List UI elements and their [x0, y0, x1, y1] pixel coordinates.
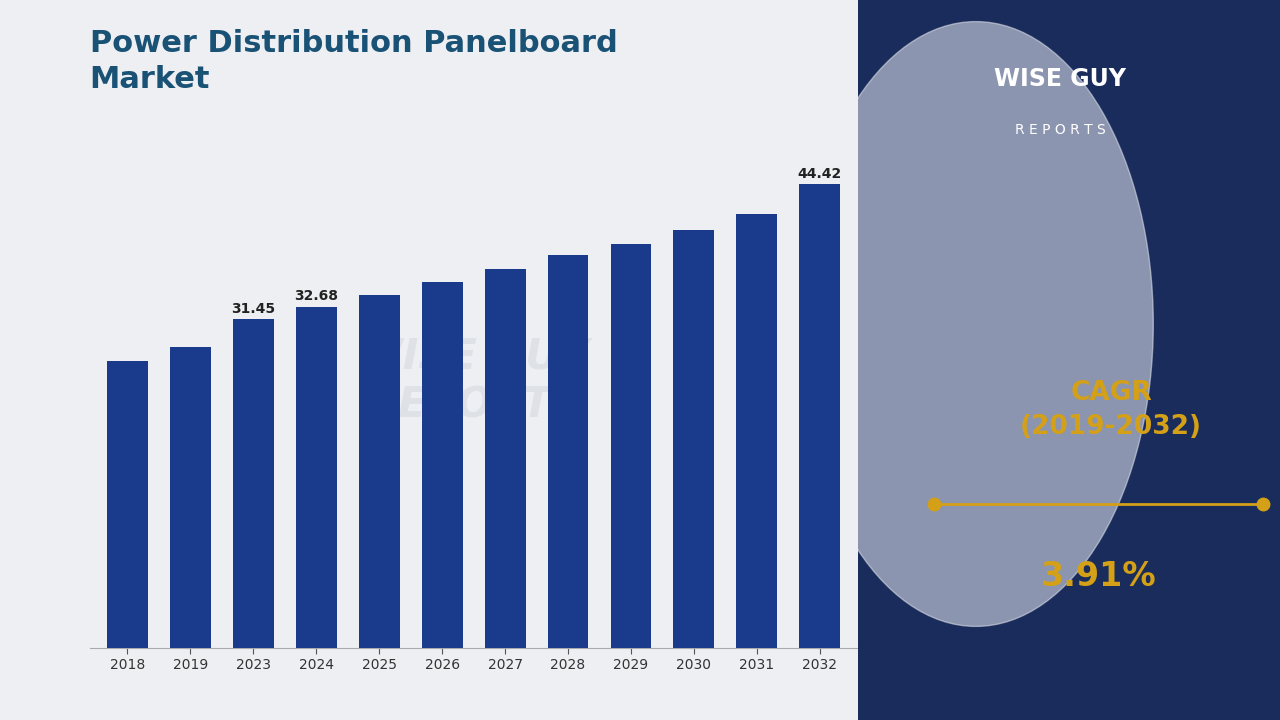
- Bar: [358, 295, 399, 648]
- Text: 32.68: 32.68: [294, 289, 338, 303]
- Text: R E P O R T S: R E P O R T S: [1015, 122, 1106, 137]
- Text: 44.42: 44.42: [797, 167, 842, 181]
- Circle shape: [799, 22, 1153, 626]
- Bar: [233, 320, 274, 648]
- Bar: [485, 269, 526, 648]
- Text: WISE GUY
REPORTS: WISE GUY REPORTS: [357, 336, 590, 427]
- Bar: [108, 361, 147, 648]
- Text: WISE GUY: WISE GUY: [995, 67, 1126, 91]
- Bar: [296, 307, 337, 648]
- Text: CAGR
(2019-2032): CAGR (2019-2032): [1020, 380, 1202, 441]
- Bar: [421, 282, 462, 648]
- Bar: [548, 255, 589, 648]
- Bar: [736, 215, 777, 648]
- Text: 31.45: 31.45: [232, 302, 275, 316]
- Bar: [611, 243, 652, 648]
- Bar: [170, 347, 211, 648]
- Text: 3.91%: 3.91%: [1041, 559, 1156, 593]
- Bar: [800, 184, 840, 648]
- Text: Power Distribution Panelboard
Market: Power Distribution Panelboard Market: [90, 29, 617, 94]
- Bar: [673, 230, 714, 648]
